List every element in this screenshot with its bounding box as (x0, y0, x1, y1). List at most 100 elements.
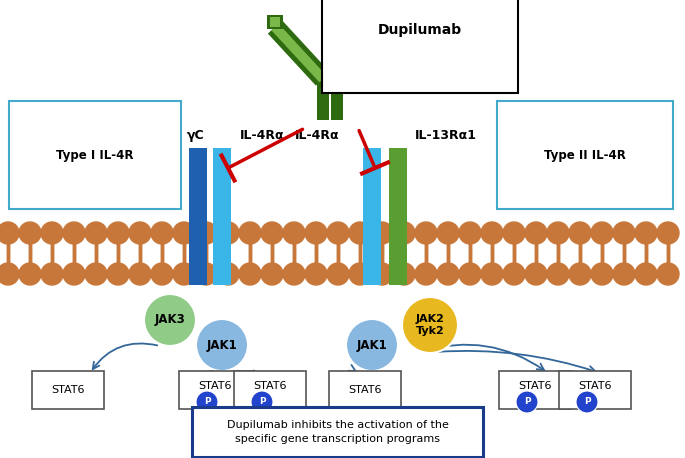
Circle shape (107, 222, 129, 244)
Circle shape (371, 222, 393, 244)
Bar (317, 65, 343, 80)
Text: P: P (584, 398, 590, 407)
Bar (189, 148, 207, 285)
Circle shape (371, 263, 393, 285)
Text: P: P (259, 398, 265, 407)
Circle shape (239, 222, 261, 244)
Circle shape (19, 222, 41, 244)
Circle shape (0, 222, 19, 244)
Circle shape (503, 222, 525, 244)
Circle shape (41, 222, 63, 244)
Text: JAK1: JAK1 (207, 338, 238, 351)
Circle shape (459, 263, 481, 285)
Circle shape (569, 263, 591, 285)
Text: STAT6: STAT6 (51, 385, 85, 395)
Circle shape (503, 263, 525, 285)
Circle shape (41, 263, 63, 285)
Circle shape (346, 319, 398, 371)
FancyBboxPatch shape (499, 371, 571, 409)
Text: STAT6: STAT6 (519, 381, 551, 391)
Circle shape (107, 263, 129, 285)
Bar (317, 65, 329, 120)
Circle shape (591, 263, 613, 285)
Circle shape (0, 263, 19, 285)
Circle shape (129, 222, 151, 244)
Circle shape (569, 222, 591, 244)
FancyBboxPatch shape (329, 371, 401, 409)
Text: P: P (203, 398, 210, 407)
Circle shape (63, 263, 85, 285)
Circle shape (173, 263, 195, 285)
Circle shape (459, 222, 481, 244)
Bar (389, 148, 407, 285)
Text: JAK3: JAK3 (155, 313, 186, 327)
Circle shape (635, 222, 657, 244)
Text: IL-4Rα: IL-4Rα (240, 129, 285, 142)
Text: JAK2
Tyk2: JAK2 Tyk2 (416, 314, 445, 336)
Circle shape (576, 391, 598, 413)
Text: JAK1: JAK1 (357, 338, 388, 351)
Circle shape (85, 222, 107, 244)
Circle shape (283, 263, 305, 285)
Circle shape (196, 319, 248, 371)
Circle shape (305, 263, 327, 285)
Text: Type II IL-4R: Type II IL-4R (544, 148, 626, 162)
Circle shape (547, 222, 569, 244)
Circle shape (283, 222, 305, 244)
Circle shape (305, 222, 327, 244)
Bar (267, 15, 283, 29)
Circle shape (613, 263, 635, 285)
Circle shape (437, 263, 459, 285)
Circle shape (415, 222, 437, 244)
Circle shape (402, 297, 458, 353)
Circle shape (349, 263, 371, 285)
FancyBboxPatch shape (234, 371, 306, 409)
Circle shape (261, 263, 283, 285)
Circle shape (525, 263, 547, 285)
Text: STAT6: STAT6 (253, 381, 287, 391)
Text: IL-13Rα1: IL-13Rα1 (415, 129, 477, 142)
Circle shape (591, 222, 613, 244)
Circle shape (657, 222, 679, 244)
Bar (331, 65, 343, 120)
Text: Type I IL-4R: Type I IL-4R (56, 148, 134, 162)
Circle shape (261, 222, 283, 244)
Text: STAT6: STAT6 (198, 381, 232, 391)
Circle shape (635, 263, 657, 285)
Text: IL-4Rα: IL-4Rα (295, 129, 340, 142)
Circle shape (349, 222, 371, 244)
Bar (270, 17, 280, 27)
Circle shape (195, 263, 217, 285)
Circle shape (217, 263, 239, 285)
Circle shape (393, 222, 415, 244)
Text: Dupilumab: Dupilumab (378, 23, 462, 37)
Circle shape (613, 222, 635, 244)
Circle shape (251, 391, 273, 413)
Circle shape (144, 294, 196, 346)
Circle shape (19, 263, 41, 285)
Circle shape (85, 263, 107, 285)
Circle shape (239, 263, 261, 285)
Circle shape (217, 222, 239, 244)
Circle shape (415, 263, 437, 285)
Circle shape (196, 391, 218, 413)
Circle shape (151, 263, 173, 285)
Text: γC: γC (187, 129, 205, 142)
Circle shape (327, 222, 349, 244)
Circle shape (151, 222, 173, 244)
Bar (380, 17, 390, 27)
Text: P: P (524, 398, 530, 407)
Circle shape (129, 263, 151, 285)
Circle shape (437, 222, 459, 244)
Circle shape (481, 222, 503, 244)
Circle shape (547, 263, 569, 285)
Circle shape (516, 391, 538, 413)
Circle shape (393, 263, 415, 285)
Bar (363, 148, 381, 285)
Circle shape (173, 222, 195, 244)
FancyBboxPatch shape (32, 371, 104, 409)
FancyBboxPatch shape (559, 371, 631, 409)
Text: Dupilumab inhibits the activation of the
specific gene transcription programs: Dupilumab inhibits the activation of the… (227, 420, 449, 444)
Circle shape (657, 263, 679, 285)
Bar (377, 15, 393, 29)
